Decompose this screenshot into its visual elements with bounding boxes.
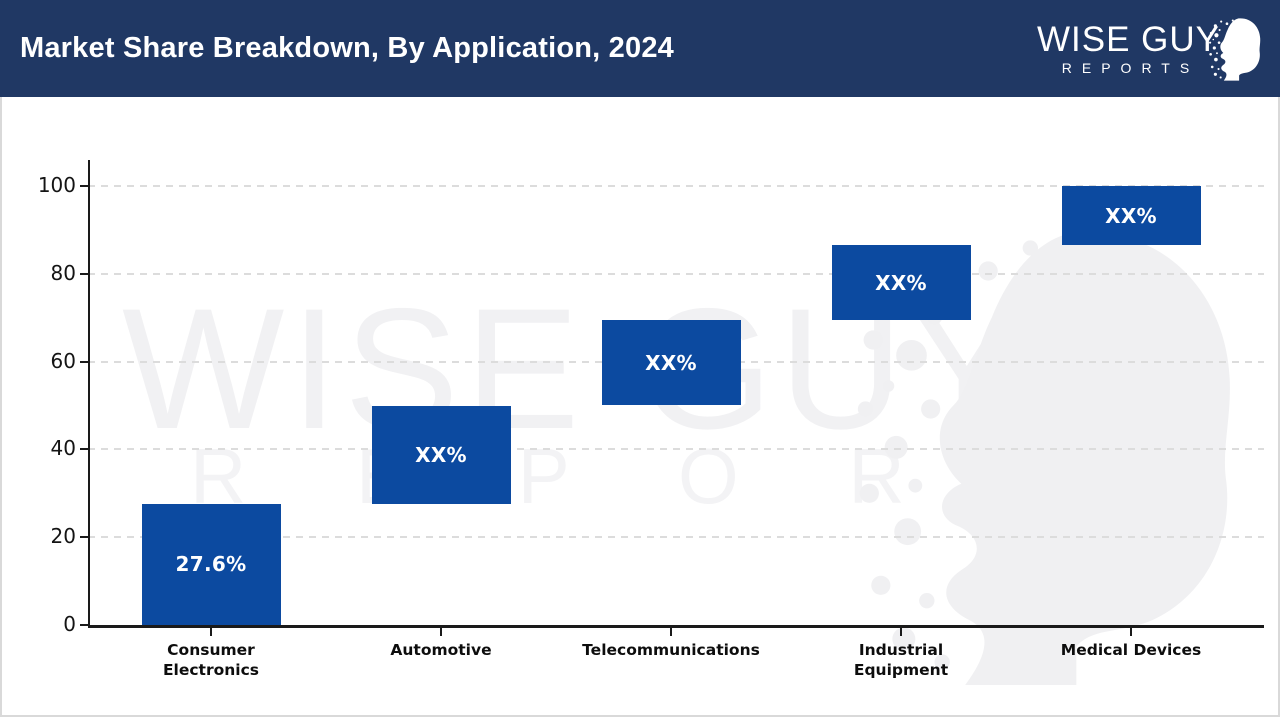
- gridline-40: [88, 448, 1264, 451]
- y-tick-60: [80, 360, 88, 363]
- gridline-100: [88, 185, 1264, 187]
- y-axis-line: [88, 160, 90, 627]
- logo-wordmark: WISE GUY: [1036, 20, 1220, 59]
- chart-area: WISE GUY R E P O R T S 27.6% XX% XX% XX% XX%…: [0, 97, 1280, 720]
- x-axis-label-automotive: Automotive: [390, 641, 492, 659]
- x-axis-line: [88, 625, 1264, 628]
- page-border-left: [0, 97, 2, 717]
- y-tick-label-80: 80: [50, 260, 76, 285]
- y-tick-label-100: 100: [37, 173, 76, 198]
- y-tick-100: [80, 185, 88, 187]
- y-tick-label-20: 20: [50, 524, 76, 549]
- x-tick-telecommunications: [670, 628, 672, 636]
- chart-title: Market Share Breakdown, By Application, …: [20, 32, 674, 64]
- page-border-right: [1278, 97, 1280, 717]
- bar-value-label-automotive: XX%: [415, 442, 467, 467]
- y-tick-label-40: 40: [50, 436, 76, 461]
- y-tick-80: [80, 272, 88, 275]
- x-axis-label-consumer-electronics: Consumer Electronics: [162, 641, 260, 680]
- x-tick-medical-devices: [1130, 628, 1132, 636]
- bar-automotive: XX%: [371, 405, 511, 504]
- x-axis-label-industrial-equipment: Industrial Equipment: [853, 641, 949, 680]
- face-profile-icon: [1209, 17, 1261, 81]
- bars: 27.6% XX% XX% XX% XX%: [0, 97, 1280, 720]
- x-tick-consumer-electronics: [210, 628, 212, 636]
- x-tick-automotive: [440, 628, 442, 636]
- logo-subtext: REPORTS: [1061, 60, 1200, 76]
- x-axis-label-medical-devices: Medical Devices: [1060, 641, 1202, 659]
- gridline-80: [88, 272, 1264, 275]
- header: Market Share Breakdown, By Application, …: [0, 0, 1280, 97]
- bar-telecommunications: XX%: [601, 319, 741, 406]
- page-border-bottom: [0, 715, 1280, 717]
- bar-value-label-consumer-electronics: 27.6%: [175, 552, 247, 577]
- bar-value-label-medical-devices: XX%: [1105, 203, 1157, 228]
- y-tick-label-60: 60: [50, 348, 76, 373]
- axes: 0 20 40 60 80 100 Consumer Electronics Automotiv…: [0, 97, 1280, 720]
- logo-text: WISE GUY REPORTS: [1037, 22, 1220, 75]
- x-tick-industrial-equipment: [900, 628, 902, 636]
- y-tick-20: [80, 536, 88, 539]
- bar-value-label-telecommunications: XX%: [645, 350, 697, 375]
- gridline-20: [88, 536, 1264, 539]
- y-tick-40: [80, 448, 88, 451]
- wise-guy-logo: WISE GUY REPORTS: [1037, 10, 1266, 88]
- bar-consumer-electronics: 27.6%: [141, 503, 281, 625]
- y-tick-0: [80, 624, 88, 626]
- x-axis-label-telecommunications: Telecommunications: [582, 641, 760, 659]
- y-tick-label-0: 0: [63, 612, 76, 637]
